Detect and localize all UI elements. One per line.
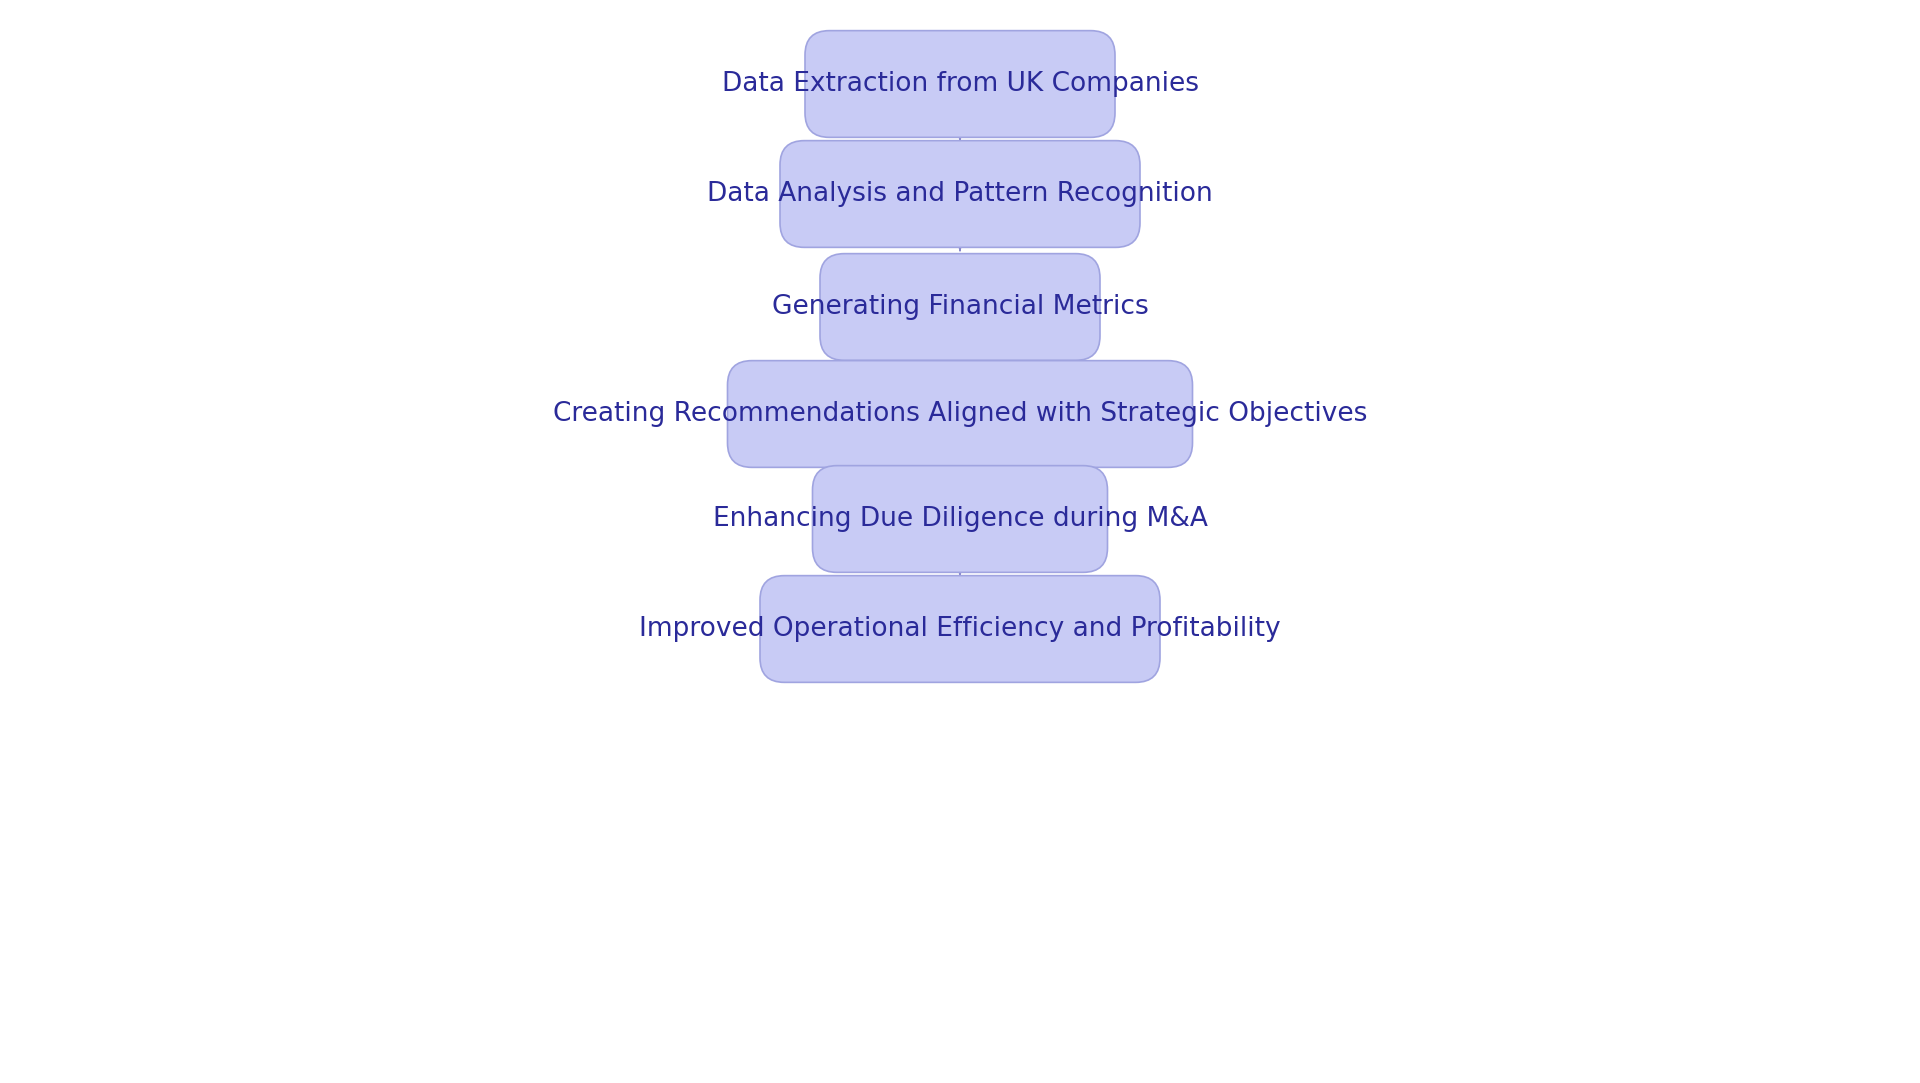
FancyBboxPatch shape <box>728 361 1192 468</box>
FancyBboxPatch shape <box>820 253 1100 361</box>
Text: Data Extraction from UK Companies: Data Extraction from UK Companies <box>722 71 1198 97</box>
FancyBboxPatch shape <box>780 141 1140 247</box>
Text: Creating Recommendations Aligned with Strategic Objectives: Creating Recommendations Aligned with St… <box>553 401 1367 427</box>
Text: Generating Financial Metrics: Generating Financial Metrics <box>772 293 1148 319</box>
FancyBboxPatch shape <box>760 576 1160 682</box>
Text: Enhancing Due Diligence during M&A: Enhancing Due Diligence during M&A <box>712 506 1208 532</box>
Text: Data Analysis and Pattern Recognition: Data Analysis and Pattern Recognition <box>707 181 1213 207</box>
FancyBboxPatch shape <box>804 30 1116 138</box>
Text: Improved Operational Efficiency and Profitability: Improved Operational Efficiency and Prof… <box>639 616 1281 642</box>
FancyBboxPatch shape <box>812 466 1108 572</box>
